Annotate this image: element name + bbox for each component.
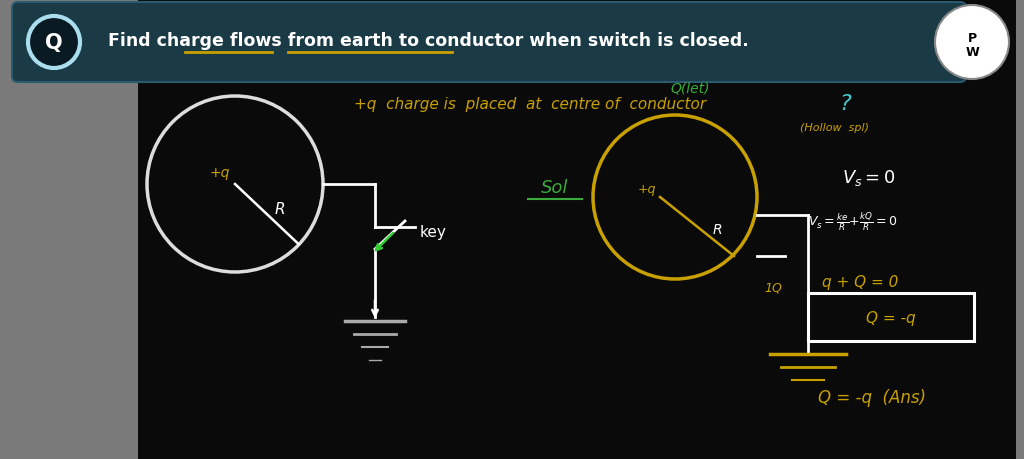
Text: q + Q = 0: q + Q = 0 bbox=[822, 274, 898, 289]
Text: +q: +q bbox=[210, 166, 230, 179]
Text: +q: +q bbox=[638, 183, 656, 196]
Text: $V_s{=}\frac{ke}{R}{+}\frac{kQ}{R}{=}0$: $V_s{=}\frac{ke}{R}{+}\frac{kQ}{R}{=}0$ bbox=[808, 210, 897, 233]
Text: $V_s = 0$: $V_s = 0$ bbox=[842, 168, 896, 188]
Text: W: W bbox=[966, 45, 979, 58]
Text: Q = -q  (Ans): Q = -q (Ans) bbox=[818, 388, 926, 406]
FancyBboxPatch shape bbox=[12, 3, 966, 83]
Circle shape bbox=[28, 17, 80, 69]
Text: (Hollow  spl): (Hollow spl) bbox=[801, 123, 869, 133]
Text: Q(let): Q(let) bbox=[671, 81, 710, 95]
Text: Find charge flows from earth to conductor when switch is closed.: Find charge flows from earth to conducto… bbox=[108, 32, 749, 50]
Text: R: R bbox=[274, 202, 286, 217]
Text: key: key bbox=[420, 224, 446, 239]
Text: R: R bbox=[712, 223, 722, 236]
Text: P: P bbox=[968, 31, 977, 45]
Text: 1Q: 1Q bbox=[764, 281, 782, 294]
Text: Q = -q: Q = -q bbox=[866, 310, 915, 325]
Text: +q  charge is  placed  at  centre of  conductor: +q charge is placed at centre of conduct… bbox=[354, 96, 707, 111]
Text: Sol: Sol bbox=[542, 179, 568, 196]
Text: Q: Q bbox=[45, 33, 62, 53]
Circle shape bbox=[935, 6, 1009, 80]
Text: ?: ? bbox=[839, 94, 851, 114]
